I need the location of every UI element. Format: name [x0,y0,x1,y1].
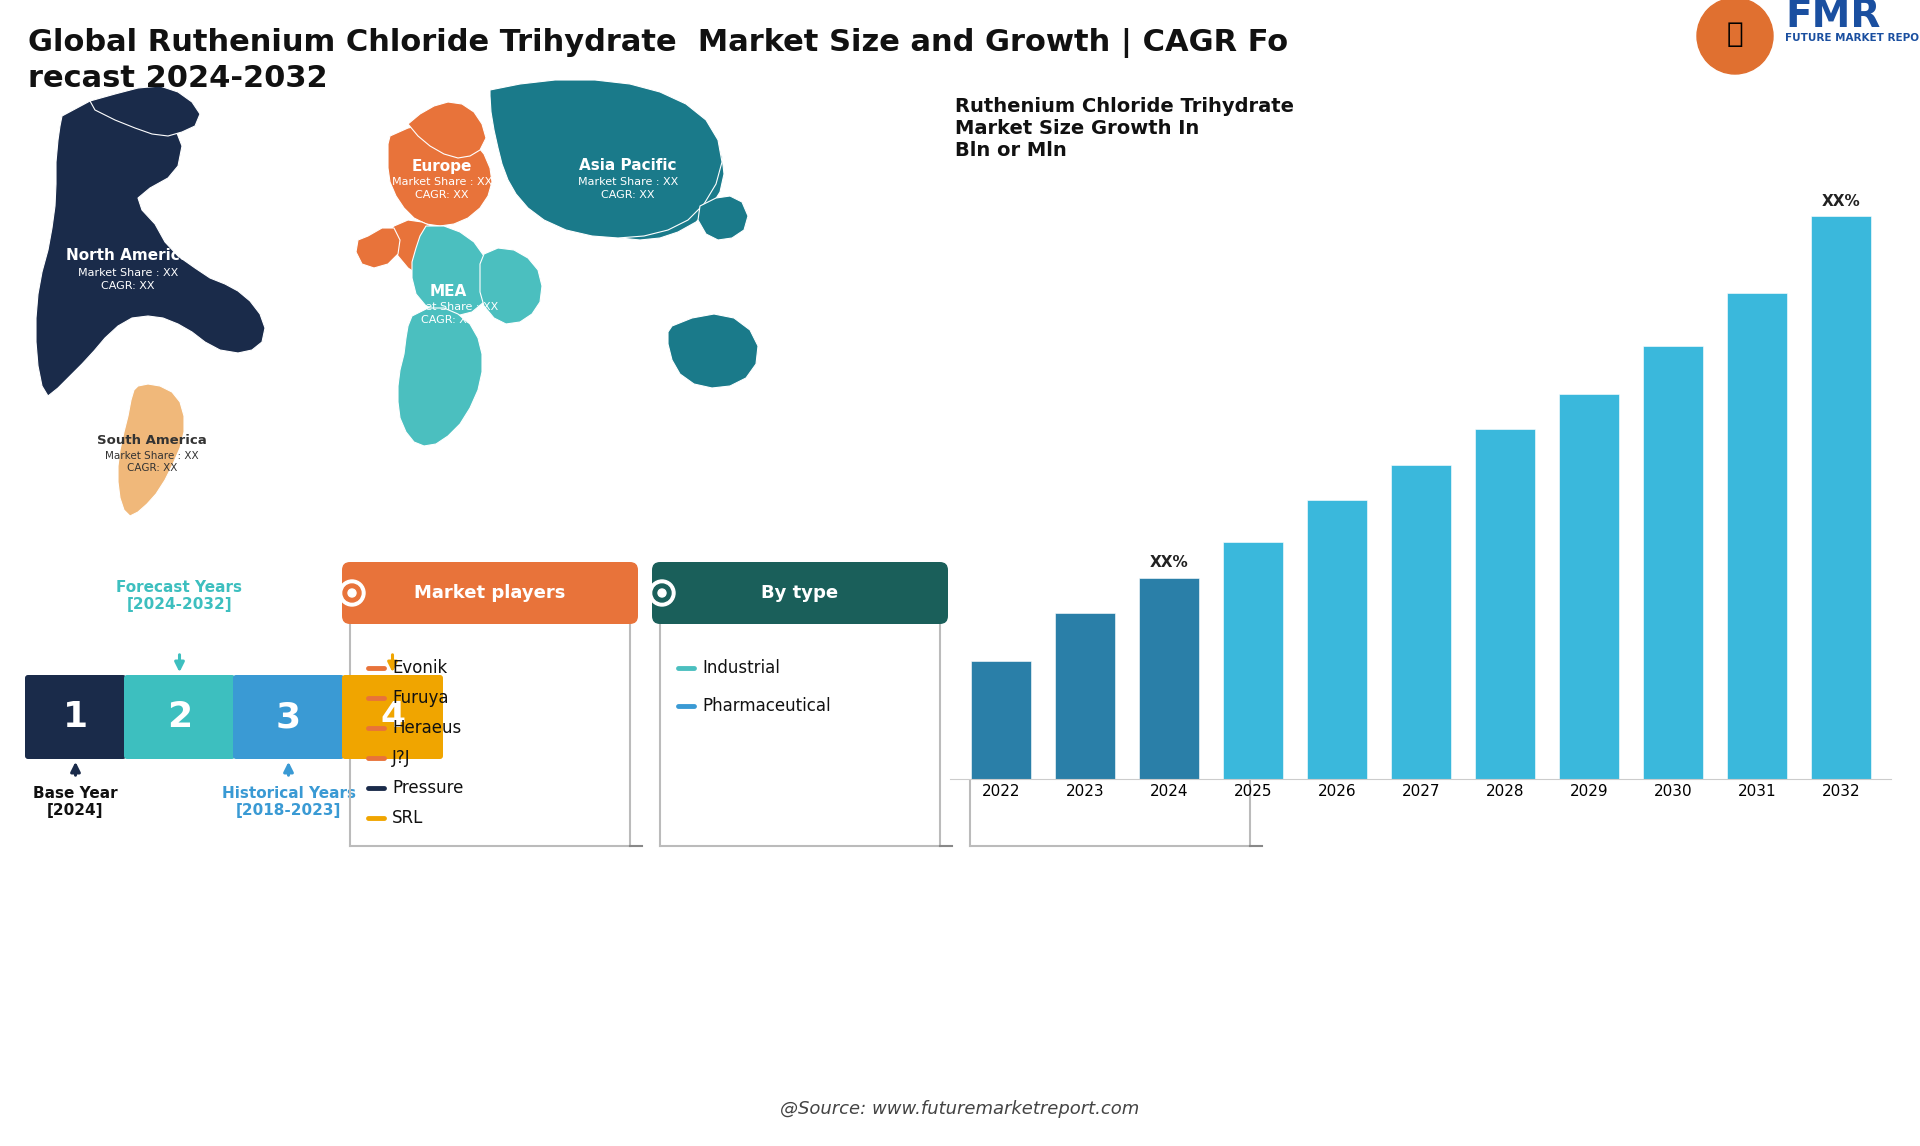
Text: Market Share : XX: Market Share : XX [578,176,678,187]
FancyBboxPatch shape [342,675,444,759]
FancyBboxPatch shape [962,562,1258,625]
Polygon shape [36,99,265,397]
Text: Global Ruthenium Chloride Trihydrate  Market Size and Growth | CAGR Fo: Global Ruthenium Chloride Trihydrate Mar… [29,28,1288,58]
Text: Pressure: Pressure [392,779,463,796]
Text: South America: South America [98,434,207,447]
Polygon shape [540,91,724,240]
Polygon shape [355,228,399,268]
Text: 4: 4 [380,700,405,733]
Polygon shape [390,220,463,280]
Text: Heraeus: Heraeus [392,719,461,737]
Circle shape [659,589,666,597]
Circle shape [344,584,361,602]
Text: CAGR: XX: CAGR: XX [420,315,474,325]
Bar [1139,578,1198,779]
Text: FMR: FMR [1786,0,1880,36]
Polygon shape [490,80,722,238]
Text: Market Share : XX: Market Share : XX [79,268,179,278]
Circle shape [1697,0,1772,74]
Text: 2: 2 [167,700,192,733]
Text: CAGR: XX: CAGR: XX [127,463,177,473]
Bar [1054,613,1116,779]
Text: Forecast Years
[2024-2032]: Forecast Years [2024-2032] [117,580,242,612]
Text: Base Year
[2024]: Base Year [2024] [33,786,117,818]
Bar [1306,501,1367,779]
Text: Medical: Medical [1012,697,1075,715]
Text: CAGR: XX: CAGR: XX [601,190,655,201]
Circle shape [340,580,365,606]
Text: Market Share : XX: Market Share : XX [392,176,492,187]
Polygon shape [668,314,758,388]
Polygon shape [407,102,486,158]
Text: Asia Pacific: Asia Pacific [580,158,676,173]
Bar [970,660,1031,779]
Text: Furuya: Furuya [392,689,449,707]
Polygon shape [699,196,749,240]
Text: Evonik: Evonik [392,659,447,677]
Polygon shape [90,86,200,136]
Text: Ruthenium Chloride Trihydrate
Market Size Growth In
Bln or Mln: Ruthenium Chloride Trihydrate Market Siz… [954,97,1294,160]
Text: CAGR
XX%%: CAGR XX%% [365,580,419,612]
Text: J?J: J?J [392,749,411,767]
FancyBboxPatch shape [342,562,637,625]
Text: Others: Others [1012,735,1068,753]
Text: XX%: XX% [1150,556,1188,571]
Text: recast 2024-2032: recast 2024-2032 [29,64,328,93]
Polygon shape [117,384,184,516]
Circle shape [958,580,985,606]
Bar [1642,346,1703,779]
Bar [1223,542,1283,779]
Circle shape [649,580,676,606]
Text: North America: North America [65,249,190,264]
Text: Market players: Market players [415,584,566,602]
Text: Europe: Europe [411,158,472,173]
Text: FUTURE MARKET REPORT: FUTURE MARKET REPORT [1786,33,1920,44]
Text: CAGR: XX: CAGR: XX [415,190,468,201]
FancyBboxPatch shape [232,675,344,759]
Circle shape [968,589,975,597]
Text: Catalyst: Catalyst [1012,659,1079,677]
FancyBboxPatch shape [653,562,948,625]
Polygon shape [413,226,490,316]
Text: SRL: SRL [392,809,424,827]
Text: Pharmaceutical: Pharmaceutical [703,697,831,715]
Polygon shape [397,308,482,446]
Bar [1559,394,1619,779]
Text: Market Share : XX: Market Share : XX [397,303,497,312]
Text: Industrial: Industrial [703,659,780,677]
Text: By application: By application [1039,584,1183,602]
Circle shape [653,584,670,602]
Bar [1811,215,1870,779]
Polygon shape [480,248,541,324]
Bar [1475,430,1536,779]
Bar [1390,465,1452,779]
Text: @Source: www.futuremarketreport.com: @Source: www.futuremarketreport.com [780,1100,1140,1118]
Text: By type: By type [762,584,839,602]
Text: XX%: XX% [1822,194,1860,209]
FancyBboxPatch shape [25,675,127,759]
Text: MEA: MEA [430,283,467,298]
Text: CAGR: XX: CAGR: XX [102,281,156,291]
Bar [1726,292,1788,779]
Text: Market Share : XX: Market Share : XX [106,452,200,461]
Text: 3: 3 [276,700,301,733]
Text: 🔭: 🔭 [1726,19,1743,48]
Circle shape [964,584,981,602]
Circle shape [348,589,355,597]
Text: 1: 1 [63,700,88,733]
Text: Historical Years
[2018-2023]: Historical Years [2018-2023] [221,786,355,818]
FancyBboxPatch shape [125,675,234,759]
Polygon shape [388,124,492,226]
